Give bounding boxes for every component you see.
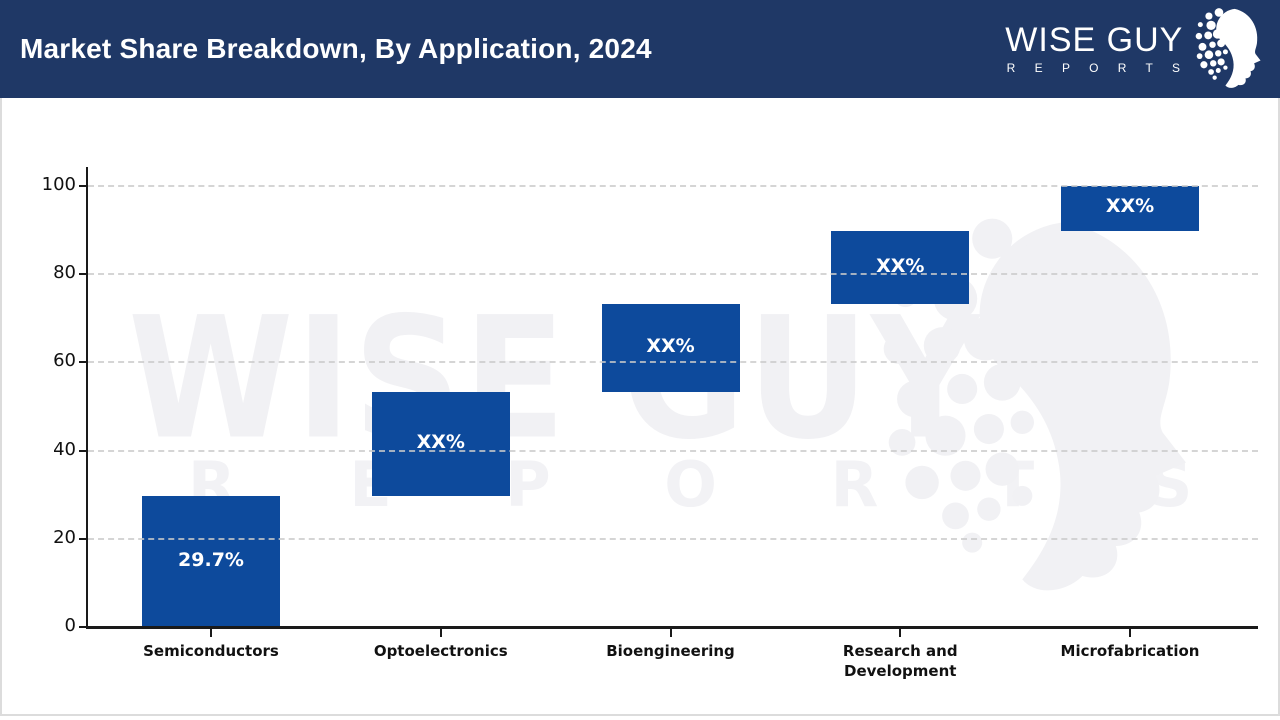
brand-logo: WISE GUY R E P O R T S — [1001, 0, 1266, 98]
bar-value-label: XX% — [416, 430, 465, 453]
chart-bar: XX% — [831, 230, 970, 305]
x-axis-category-label: Bioengineering — [606, 642, 735, 660]
brand-head-icon — [1195, 8, 1261, 88]
y-axis-tick-label: 80 — [53, 262, 76, 284]
page-title: Market Share Breakdown, By Application, … — [20, 33, 652, 64]
gridline — [88, 273, 1258, 276]
y-axis-tick-label: 0 — [64, 615, 76, 636]
header-bar: Market Share Breakdown, By Application, … — [0, 0, 1280, 98]
y-axis-tick-label: 100 — [41, 174, 76, 195]
page-border-left — [0, 98, 2, 716]
brand-logo-text: WISE GUY R E P O R T S — [1001, 21, 1188, 75]
bar-value-label: XX% — [1105, 195, 1155, 218]
y-axis-tick — [79, 361, 88, 364]
x-axis-tick — [669, 627, 672, 637]
y-axis-tick — [79, 449, 88, 452]
brand-subname: R E P O R T S — [1006, 60, 1188, 75]
x-axis-line — [86, 626, 1258, 629]
y-axis-line — [86, 167, 88, 629]
x-axis-tick — [899, 627, 902, 637]
gridline — [88, 449, 1258, 452]
x-axis-category-label: Semiconductors — [143, 642, 279, 660]
chart-bar: XX% — [371, 391, 510, 496]
y-axis-tick-label: 40 — [53, 438, 76, 460]
y-axis-tick — [79, 273, 88, 276]
chart-bar: 29.7% — [142, 496, 280, 627]
y-axis-tick-label: 60 — [53, 350, 76, 372]
page-border-bottom — [0, 714, 1280, 716]
bar-value-label: 29.7% — [178, 548, 244, 571]
x-axis-tick — [210, 627, 212, 637]
y-axis-tick-label: 20 — [53, 526, 76, 548]
chart-bar: XX% — [601, 304, 740, 392]
y-axis-tick — [79, 185, 88, 187]
bar-value-label: XX% — [876, 254, 925, 277]
x-axis-category-label: Research and Development — [842, 642, 958, 681]
x-axis-category-label: Microfabrication — [1060, 642, 1200, 660]
y-axis-tick — [79, 537, 88, 540]
bar-value-label: XX% — [646, 335, 695, 358]
chart-bar: XX% — [1061, 186, 1199, 231]
page-border-right — [1278, 98, 1280, 716]
brand-name: WISE GUY — [1005, 21, 1184, 60]
x-axis-tick — [1129, 627, 1131, 637]
y-axis-tick — [79, 626, 88, 628]
x-axis-category-label: Optoelectronics — [373, 642, 508, 660]
x-axis-tick — [439, 627, 442, 637]
